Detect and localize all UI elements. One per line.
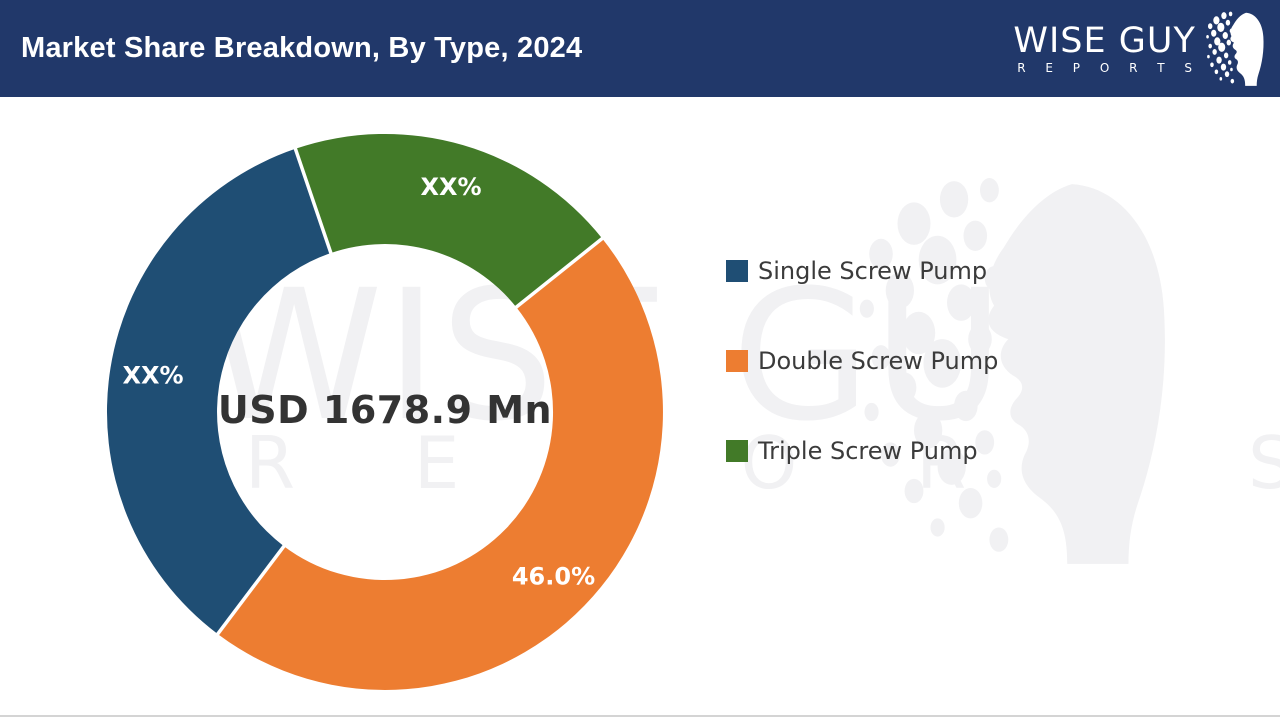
wiseguy-logo: WISE GUY R E P O R T S <box>1009 6 1266 92</box>
logo-wordmark: WISE GUY <box>1013 20 1196 61</box>
segment-label: XX% <box>420 173 481 201</box>
donut-segment-double-screw-pump <box>217 238 663 690</box>
legend-swatch-triple-screw-pump <box>726 440 748 462</box>
legend-item: Double Screw Pump <box>726 347 999 375</box>
header-bar: Market Share Breakdown, By Type, 2024 WI… <box>0 0 1280 97</box>
segment-divider <box>514 236 605 310</box>
legend-swatch-double-screw-pump <box>726 350 748 372</box>
logo-subtitle: R E P O R T S <box>1017 61 1200 76</box>
donut-segment-triple-screw-pump <box>295 133 603 308</box>
chart-legend: Single Screw Pump Double Screw Pump Trip… <box>726 257 999 465</box>
legend-label: Triple Screw Pump <box>758 437 978 465</box>
donut-segment-single-screw-pump <box>106 148 331 635</box>
legend-label: Double Screw Pump <box>758 347 999 375</box>
segment-label: XX% <box>122 361 183 389</box>
segment-label: 46.0% <box>512 562 595 590</box>
segment-divider <box>293 147 333 255</box>
logo-text: WISE GUY R E P O R T S <box>1009 20 1200 76</box>
bottom-divider <box>0 715 1280 717</box>
legend-item: Triple Screw Pump <box>726 437 998 465</box>
chart-center-value: USD 1678.9 Mn <box>217 388 553 432</box>
segment-divider <box>215 544 286 636</box>
legend-item: Single Screw Pump <box>726 257 998 285</box>
legend-swatch-single-screw-pump <box>726 260 748 282</box>
legend-label: Single Screw Pump <box>758 257 988 285</box>
page-title: Market Share Breakdown, By Type, 2024 <box>21 32 583 64</box>
